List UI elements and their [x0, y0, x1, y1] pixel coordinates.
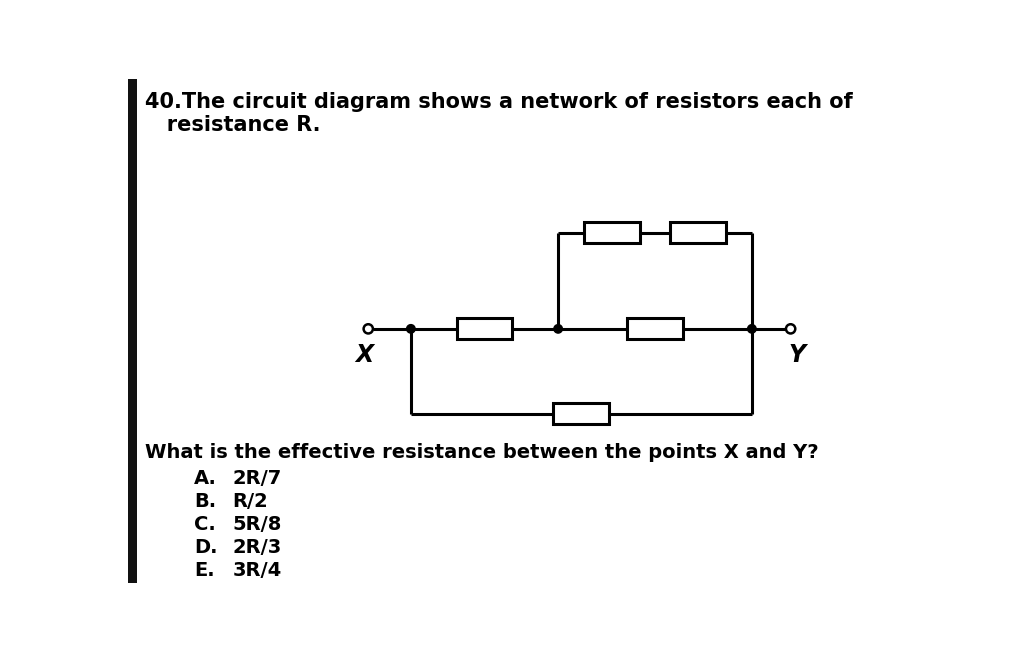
Bar — [585, 222, 640, 243]
Text: E.: E. — [194, 561, 214, 580]
Text: 2R/3: 2R/3 — [232, 538, 282, 557]
Text: A.: A. — [194, 469, 217, 488]
Circle shape — [748, 325, 756, 333]
Text: 5R/8: 5R/8 — [232, 515, 282, 534]
Bar — [554, 403, 609, 424]
Bar — [128, 79, 137, 583]
Text: X: X — [355, 343, 374, 367]
Bar — [627, 318, 683, 339]
Text: 40.The circuit diagram shows a network of resistors each of: 40.The circuit diagram shows a network o… — [145, 92, 853, 112]
Text: 2R/7: 2R/7 — [232, 469, 282, 488]
Text: B.: B. — [194, 492, 216, 511]
Text: C.: C. — [194, 515, 216, 534]
Circle shape — [407, 325, 415, 333]
Text: R/2: R/2 — [232, 492, 268, 511]
Text: Y: Y — [788, 343, 806, 367]
Text: resistance R.: resistance R. — [145, 115, 321, 135]
Bar — [670, 222, 726, 243]
Text: D.: D. — [194, 538, 217, 557]
Circle shape — [554, 325, 562, 333]
Bar — [457, 318, 512, 339]
Text: 3R/4: 3R/4 — [232, 561, 282, 580]
Text: What is the effective resistance between the points X and Y?: What is the effective resistance between… — [145, 443, 818, 462]
